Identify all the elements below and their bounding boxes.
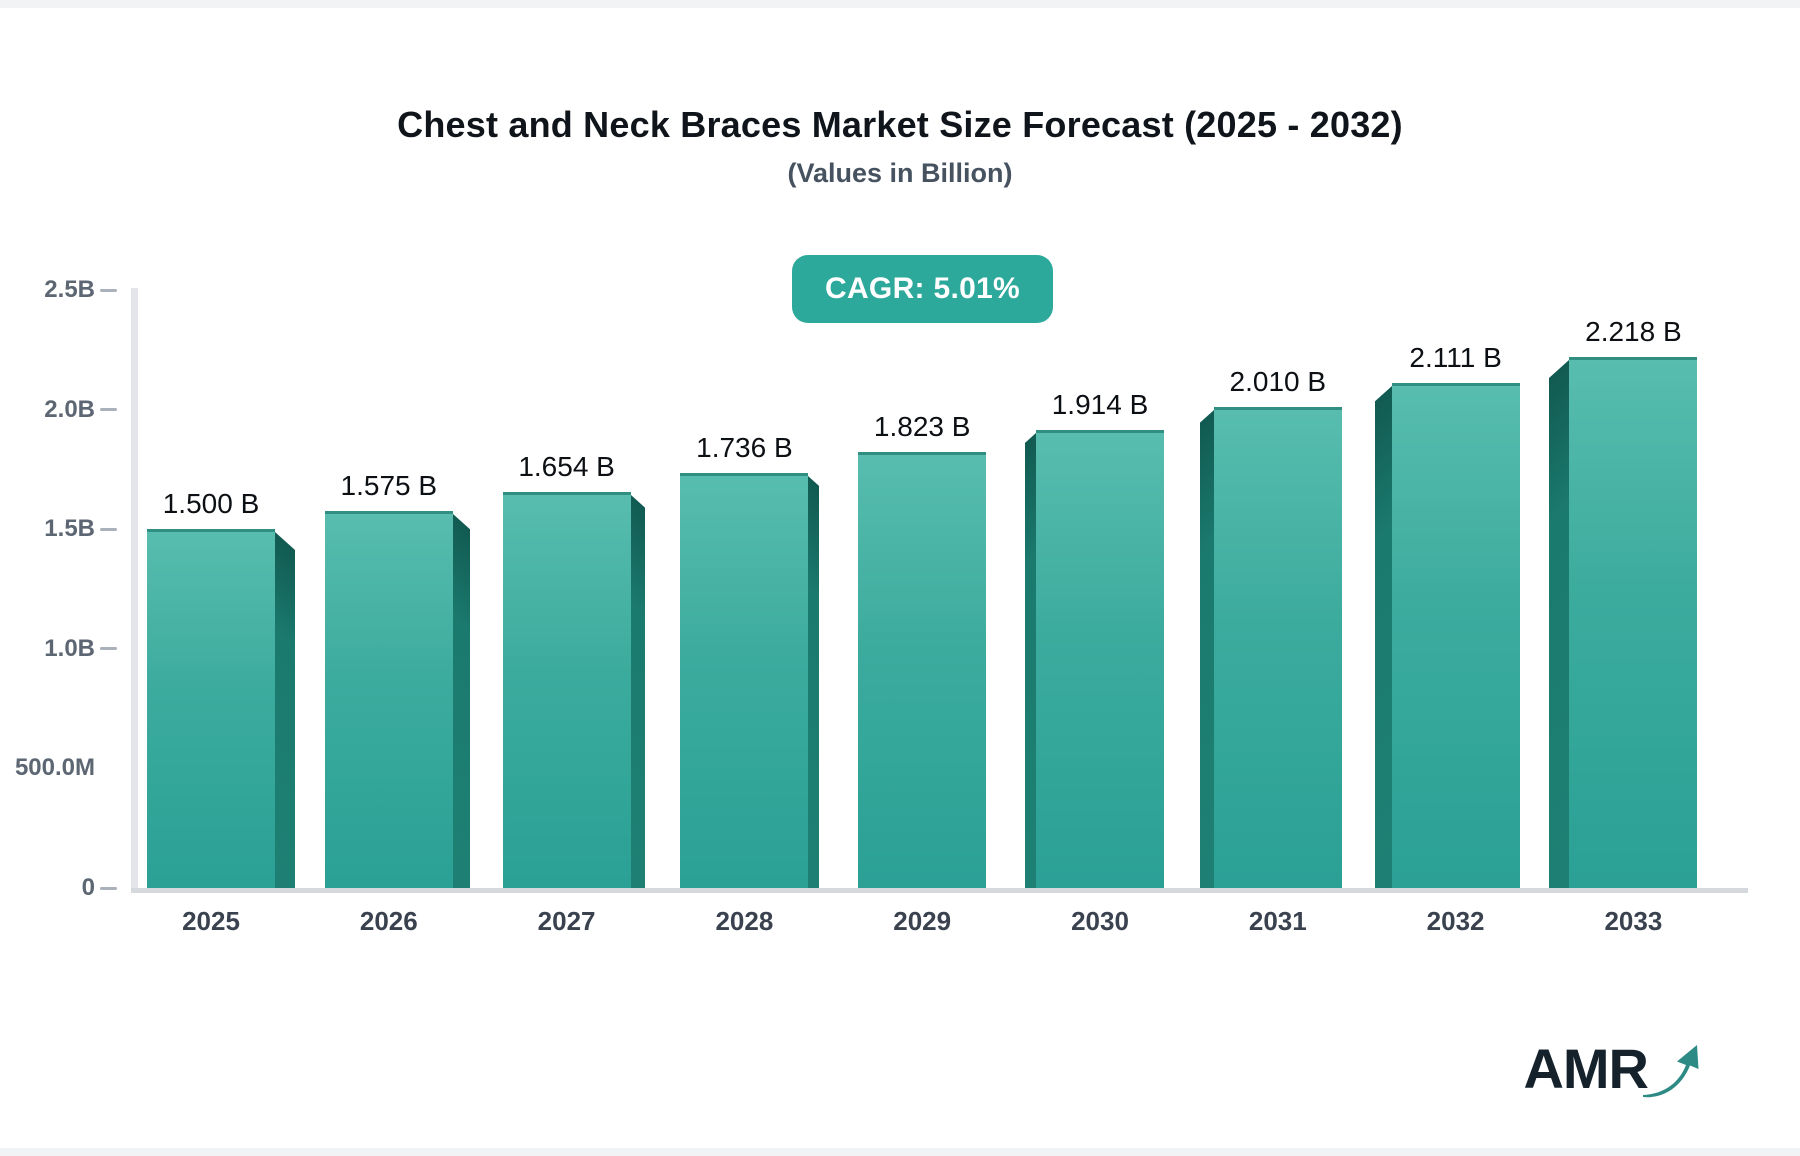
bar-side-face bbox=[1199, 410, 1214, 888]
chart-subtitle: (Values in Billion) bbox=[787, 158, 1013, 188]
x-tick-label: 2031 bbox=[1248, 906, 1307, 936]
bar-side-face bbox=[1025, 433, 1036, 888]
bar-2025 bbox=[147, 529, 295, 888]
x-tick-label: 2025 bbox=[182, 906, 240, 936]
bar-side-face bbox=[630, 495, 645, 888]
amr-logo-text: AMR bbox=[1523, 1037, 1649, 1100]
growth-arrow-icon bbox=[1642, 1040, 1700, 1105]
bar-2028 bbox=[680, 472, 820, 888]
x-tick-label: 2027 bbox=[537, 906, 596, 936]
amr-logo: AMR bbox=[1523, 1038, 1700, 1105]
chart-title: Chest and Neck Braces Market Size Foreca… bbox=[397, 104, 1403, 145]
x-tick-label: 2029 bbox=[893, 906, 952, 936]
bars-plot-area bbox=[122, 290, 1742, 888]
x-axis-line bbox=[131, 888, 1748, 893]
y-tick-label: 2.0B bbox=[44, 395, 95, 423]
bar-2027 bbox=[502, 492, 645, 888]
cagr-badge: CAGR: 5.01% bbox=[792, 255, 1054, 323]
x-tick-label: 2033 bbox=[1604, 906, 1663, 936]
bar-side-face bbox=[808, 475, 820, 888]
y-tick-dash bbox=[100, 647, 117, 651]
y-tick-label: 1.0B bbox=[44, 634, 95, 662]
chart-canvas: Chest and Neck Braces Market Size Foreca… bbox=[0, 8, 1800, 1148]
y-tick-label: 1.5B bbox=[44, 515, 95, 543]
y-tick-label: 2.5B bbox=[44, 276, 95, 303]
y-tick-dash bbox=[100, 886, 117, 890]
bar-2031 bbox=[1199, 407, 1342, 888]
bar-2026 bbox=[324, 511, 470, 888]
y-axis: 2.5B 2.0B 1.5B 1.0B 500.0M 0 bbox=[0, 278, 130, 900]
bar-2029 bbox=[858, 451, 987, 888]
y-tick-label: 0 bbox=[81, 874, 95, 901]
bar-side-face bbox=[452, 514, 470, 888]
y-tick-label: 500.0M bbox=[14, 754, 95, 782]
y-tick-dash bbox=[100, 527, 117, 531]
y-tick-dash bbox=[100, 408, 117, 412]
y-tick-dash bbox=[100, 288, 117, 292]
x-tick-label: 2032 bbox=[1426, 906, 1485, 936]
x-tick-label: 2028 bbox=[715, 906, 774, 936]
bar-side-face bbox=[1374, 386, 1392, 888]
bar-2030 bbox=[1025, 430, 1164, 888]
bar-2033 bbox=[1549, 357, 1698, 888]
x-axis-labels: 2025 2026 2027 2028 2029 2030 2031 2032 2033 bbox=[122, 906, 1742, 940]
bar-side-face bbox=[275, 532, 295, 888]
bar-2032 bbox=[1374, 383, 1520, 888]
bar-side-face bbox=[1549, 360, 1570, 888]
x-tick-label: 2030 bbox=[1071, 906, 1129, 936]
x-tick-label: 2026 bbox=[359, 906, 418, 936]
y-axis-line bbox=[131, 288, 138, 893]
